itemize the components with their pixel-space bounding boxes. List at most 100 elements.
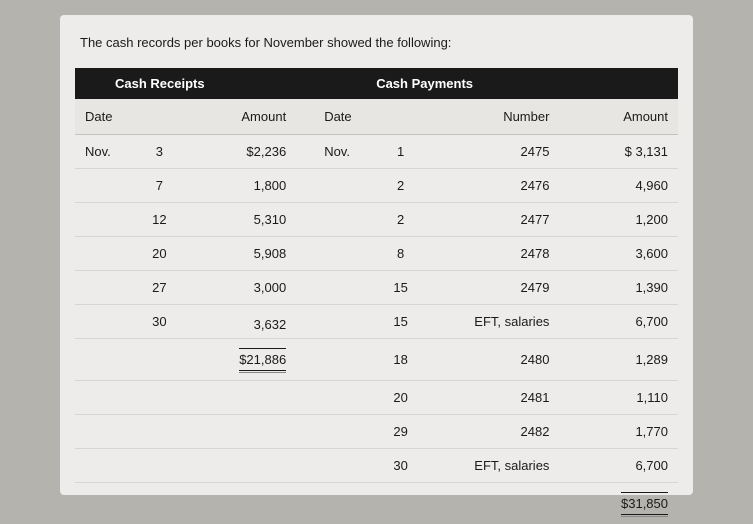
receipt-day [135, 449, 183, 483]
payment-day: 15 [376, 305, 424, 339]
receipt-month [75, 449, 135, 483]
table-row: Nov.3$2,236Nov.12475$ 3,131 [75, 135, 678, 169]
payment-month [316, 271, 376, 305]
payment-month [316, 449, 376, 483]
sub-header-row: Date Amount Date Number Amount [75, 99, 678, 135]
payment-day: 1 [376, 135, 424, 169]
amount-receipt-header: Amount [184, 99, 317, 135]
payment-month [316, 339, 376, 381]
payment-day: 30 [376, 449, 424, 483]
receipt-month [75, 305, 135, 339]
payment-amount: $ 3,131 [569, 135, 678, 169]
payment-number: 2479 [425, 271, 570, 305]
totals-row: $31,850 [75, 483, 678, 524]
receipt-amount [184, 449, 317, 483]
payment-amount: 4,960 [569, 169, 678, 203]
empty-cell [75, 483, 135, 524]
payment-amount: 1,390 [569, 271, 678, 305]
intro-text: The cash records per books for November … [75, 35, 678, 50]
cash-records-panel: The cash records per books for November … [60, 15, 693, 495]
receipt-amount: 5,310 [184, 203, 317, 237]
payment-amount: 6,700 [569, 305, 678, 339]
table-row: 2924821,770 [75, 415, 678, 449]
empty-cell [184, 483, 317, 524]
payment-number: 2478 [425, 237, 570, 271]
payment-month [316, 169, 376, 203]
payment-amount: 1,770 [569, 415, 678, 449]
receipt-month [75, 271, 135, 305]
receipt-amount [184, 415, 317, 449]
payment-amount: 1,289 [569, 339, 678, 381]
table-row: 71,800 224764,960 [75, 169, 678, 203]
payment-day: 18 [376, 339, 424, 381]
payment-number: 2477 [425, 203, 570, 237]
empty-cell [316, 483, 376, 524]
receipt-day [135, 415, 183, 449]
receipt-day: 12 [135, 203, 183, 237]
table-row: $21,886 1824801,289 [75, 339, 678, 381]
payment-number: 2476 [425, 169, 570, 203]
receipt-day [135, 339, 183, 381]
receipt-amount: 3,000 [184, 271, 317, 305]
payment-month [316, 381, 376, 415]
payment-day: 29 [376, 415, 424, 449]
empty-cell [425, 483, 570, 524]
receipt-month [75, 237, 135, 271]
receipt-amount: $21,886 [184, 339, 317, 381]
receipt-day: 7 [135, 169, 183, 203]
table-row: 125,310 224771,200 [75, 203, 678, 237]
cash-receipts-header: Cash Receipts [75, 68, 316, 99]
receipt-month [75, 381, 135, 415]
payment-month: Nov. [316, 135, 376, 169]
receipt-amount: $2,236 [184, 135, 317, 169]
receipt-day: 3 [135, 135, 183, 169]
receipt-month: Nov. [75, 135, 135, 169]
receipt-month [75, 415, 135, 449]
payment-number: EFT, salaries [425, 449, 570, 483]
table-row: 2024811,110 [75, 381, 678, 415]
number-header: Number [425, 99, 570, 135]
payment-amount: 1,200 [569, 203, 678, 237]
payment-day: 15 [376, 271, 424, 305]
receipt-month [75, 203, 135, 237]
receipt-amount [184, 381, 317, 415]
receipt-month [75, 169, 135, 203]
payment-amount: 1,110 [569, 381, 678, 415]
date-payment-header: Date [316, 99, 425, 135]
payment-number: 2480 [425, 339, 570, 381]
payment-day: 2 [376, 203, 424, 237]
receipt-amount: 5,908 [184, 237, 317, 271]
payments-total: $31,850 [569, 483, 678, 524]
receipt-day [135, 381, 183, 415]
table-row: 303,632 15EFT, salaries6,700 [75, 305, 678, 339]
cash-payments-header: Cash Payments [316, 68, 678, 99]
receipt-day: 30 [135, 305, 183, 339]
receipt-amount: 3,632 [184, 305, 317, 339]
table-row: 205,908 824783,600 [75, 237, 678, 271]
receipt-amount: 1,800 [184, 169, 317, 203]
payment-amount: 3,600 [569, 237, 678, 271]
payment-amount: 6,700 [569, 449, 678, 483]
amount-payment-header: Amount [569, 99, 678, 135]
empty-cell [135, 483, 183, 524]
date-receipt-header: Date [75, 99, 184, 135]
payment-number: 2475 [425, 135, 570, 169]
payment-number: EFT, salaries [425, 305, 570, 339]
payment-month [316, 415, 376, 449]
receipt-day: 20 [135, 237, 183, 271]
payment-month [316, 237, 376, 271]
payment-month [316, 305, 376, 339]
main-header-row: Cash Receipts Cash Payments [75, 68, 678, 99]
payment-day: 20 [376, 381, 424, 415]
table-row: 30EFT, salaries6,700 [75, 449, 678, 483]
payment-month [316, 203, 376, 237]
receipt-day: 27 [135, 271, 183, 305]
payment-day: 8 [376, 237, 424, 271]
payment-day: 2 [376, 169, 424, 203]
cash-table: Cash Receipts Cash Payments Date Amount … [75, 68, 678, 524]
payment-number: 2482 [425, 415, 570, 449]
empty-cell [376, 483, 424, 524]
table-row: 273,000 1524791,390 [75, 271, 678, 305]
receipt-month [75, 339, 135, 381]
payment-number: 2481 [425, 381, 570, 415]
